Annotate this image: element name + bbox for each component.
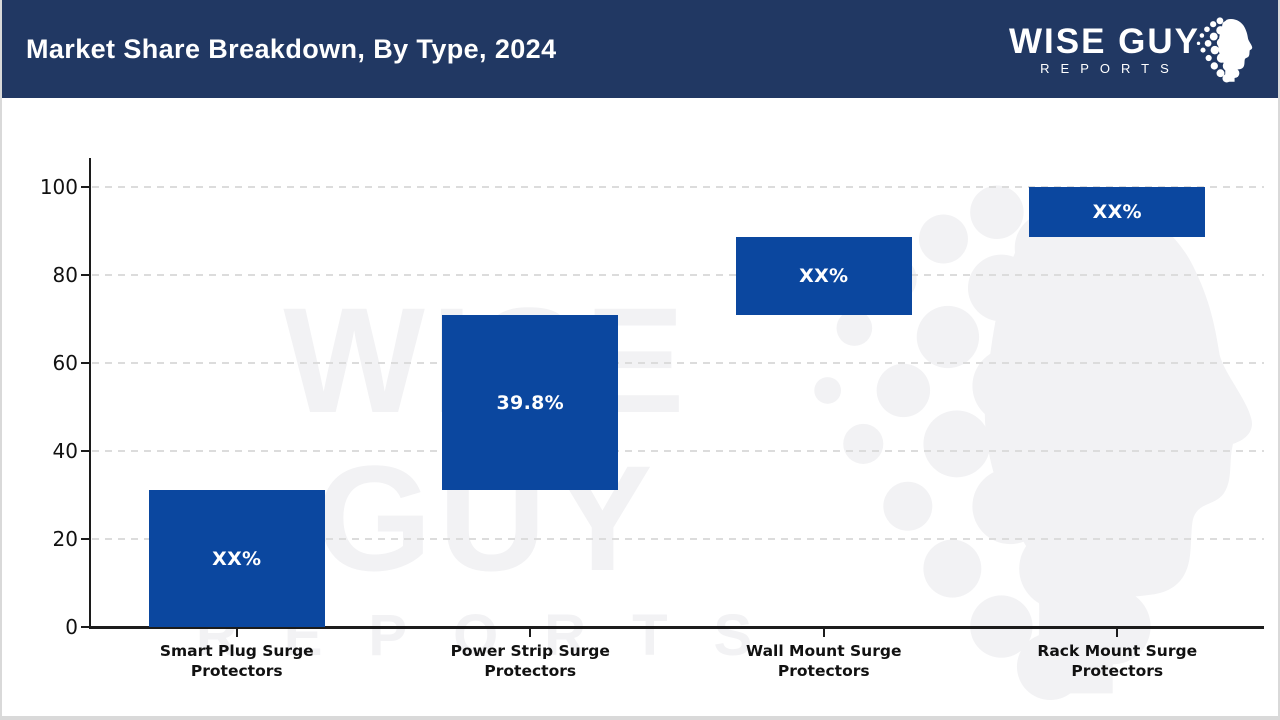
x-category-label-line: Protectors	[484, 662, 577, 680]
y-tick-label-0: 0	[65, 615, 78, 639]
x-category-label-line: Rack Mount Surge	[1037, 642, 1198, 660]
y-tick-100	[81, 186, 89, 188]
x-category-label-line: Power Strip Surge	[450, 642, 610, 660]
bar-value-label-1: XX%	[212, 547, 262, 570]
bar-1: XX%	[148, 490, 325, 627]
x-category-label-line: Wall Mount Surge	[746, 642, 902, 660]
bar-4: XX%	[1029, 187, 1206, 238]
x-category-label-2: Power Strip Surge Protectors	[384, 641, 678, 681]
gridline-20	[92, 538, 1264, 540]
bar-value-label-2: 39.8%	[496, 391, 564, 414]
bar-value-label-4: XX%	[1092, 201, 1142, 224]
y-tick-label-80: 80	[52, 263, 78, 287]
x-tick-1	[235, 628, 238, 637]
x-category-label-line: Protectors	[777, 662, 870, 680]
gridline-100	[92, 186, 1264, 188]
chart-title: Market Share Breakdown, By Type, 2024	[26, 33, 557, 64]
bar-value-label-3: XX%	[799, 265, 849, 288]
x-category-label-4: Rack Mount Surge Protectors	[971, 641, 1265, 681]
y-tick-0	[81, 626, 89, 628]
logo-text: WISE GUY REPORTS	[1009, 24, 1200, 75]
header: Market Share Breakdown, By Type, 2024 WI…	[2, 0, 1278, 98]
x-category-label-line: Protectors	[1071, 662, 1164, 680]
x-category-label-3: Wall Mount Surge Protectors	[677, 641, 971, 681]
x-tick-2	[529, 628, 532, 637]
gridline-80	[92, 274, 1264, 276]
x-tick-3	[822, 628, 825, 637]
wise-guy-reports-logo: WISE GUY REPORTS	[1009, 15, 1256, 83]
y-tick-80	[81, 274, 89, 276]
y-tick-label-20: 20	[52, 527, 78, 551]
x-axis-line	[88, 626, 1264, 629]
y-tick-40	[81, 450, 89, 452]
y-tick-label-60: 60	[52, 351, 78, 375]
x-category-label-line: Protectors	[190, 662, 283, 680]
gridline-40	[92, 450, 1264, 452]
gridline-60	[92, 362, 1264, 364]
logo-face-icon	[1196, 17, 1253, 83]
x-category-label-1: Smart Plug Surge Protectors	[90, 641, 384, 681]
x-category-label-line: Smart Plug Surge	[159, 642, 314, 660]
bar-3: XX%	[735, 237, 912, 316]
y-tick-60	[81, 362, 89, 364]
y-axis-line	[88, 158, 91, 629]
logo-subtext: REPORTS	[1040, 60, 1180, 76]
y-tick-label-40: 40	[52, 439, 78, 463]
bar-2: 39.8%	[442, 315, 619, 491]
y-tick-label-100: 100	[39, 175, 78, 199]
y-tick-20	[81, 538, 89, 540]
logo-wordmark: WISE GUY	[1008, 21, 1200, 61]
x-tick-4	[1116, 628, 1119, 637]
